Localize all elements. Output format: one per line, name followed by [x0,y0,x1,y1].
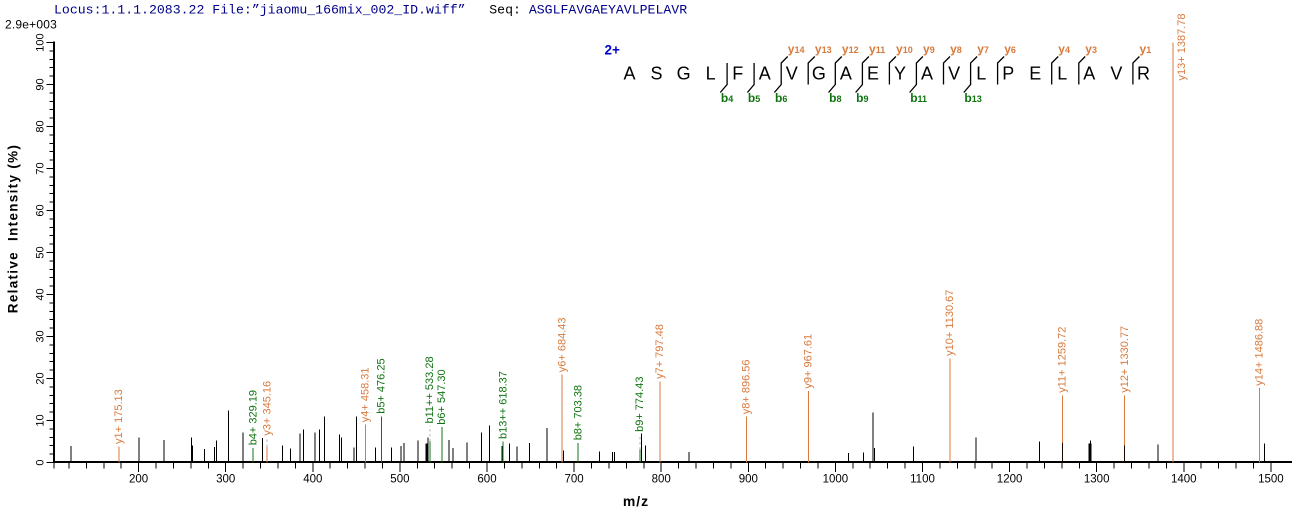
svg-text:A: A [759,64,771,84]
svg-text:y8+ 896.56: y8+ 896.56 [741,359,753,414]
svg-text:b9+ 774.43: b9+ 774.43 [634,377,646,432]
svg-text:b4: b4 [721,91,733,105]
svg-text:10: 10 [35,414,47,426]
svg-text:1100: 1100 [910,474,935,486]
svg-text:30: 30 [35,330,47,342]
svg-text:y13+ 1387.78: y13+ 1387.78 [1176,14,1188,81]
svg-text:E: E [867,64,879,84]
svg-text:b5+ 476.25: b5+ 476.25 [376,358,388,413]
svg-text:b9: b9 [856,91,868,105]
svg-text:y9: y9 [923,42,935,56]
svg-text:y1: y1 [1140,42,1152,56]
svg-text:S: S [650,64,662,84]
svg-text:y7: y7 [977,42,989,56]
svg-text:y12: y12 [842,42,859,56]
svg-text:R: R [1137,64,1150,84]
svg-text:Relative Intensity (%): Relative Intensity (%) [6,144,21,313]
svg-text:b13++ 618.37: b13++ 618.37 [497,371,509,439]
svg-text:b5: b5 [748,91,760,105]
svg-text:70: 70 [35,162,47,174]
svg-text:60: 60 [35,204,47,216]
svg-text:y6: y6 [1004,42,1016,56]
svg-text:b11: b11 [910,91,927,105]
svg-text:20: 20 [35,372,47,384]
svg-text:900: 900 [739,474,758,486]
svg-text:80: 80 [35,120,47,132]
svg-text:y10+ 1130.67: y10+ 1130.67 [944,290,956,356]
svg-text:b13: b13 [964,91,981,105]
svg-text:b6+ 547.30: b6+ 547.30 [436,369,448,424]
svg-text:b11++ 533.28: b11++ 533.28 [424,356,436,423]
svg-text:G: G [677,64,691,84]
svg-text:y1+ 175.13: y1+ 175.13 [113,389,125,444]
svg-text:200: 200 [129,474,148,486]
svg-text:E: E [1029,64,1041,84]
svg-text:40: 40 [35,288,47,300]
svg-text:2+: 2+ [605,43,621,58]
svg-text:L: L [706,64,716,84]
svg-text:600: 600 [477,474,496,486]
svg-text:V: V [948,64,960,84]
svg-text:F: F [732,64,743,84]
svg-text:2.9e+003: 2.9e+003 [5,18,57,32]
svg-text:0: 0 [35,459,47,465]
svg-text:L: L [1057,64,1067,84]
svg-text:700: 700 [565,474,584,486]
svg-text:y11: y11 [869,42,885,56]
svg-text:P: P [1002,64,1014,84]
svg-text:b6: b6 [775,91,787,105]
svg-text:A: A [921,64,933,84]
svg-text:V: V [1110,64,1122,84]
svg-text:90: 90 [35,78,47,90]
svg-text:y4: y4 [1058,42,1070,56]
svg-text:300: 300 [216,474,235,486]
svg-text:b4+ 329.19: b4+ 329.19 [247,390,259,445]
svg-text:y14+ 1486.88: y14+ 1486.88 [1254,319,1266,386]
svg-text:1500: 1500 [1258,474,1284,486]
svg-text:y6+ 684.43: y6+ 684.43 [556,317,568,372]
svg-text:b8+ 703.38: b8+ 703.38 [572,385,584,440]
svg-text:500: 500 [390,474,409,486]
svg-text:y8: y8 [950,42,962,56]
svg-text:A: A [1083,64,1095,84]
svg-text:800: 800 [652,474,671,486]
svg-text:1200: 1200 [997,474,1023,486]
svg-text:y3+ 345.16: y3+ 345.16 [261,381,273,436]
svg-text:m/z: m/z [623,493,649,509]
svg-text:y11+ 1259.72: y11+ 1259.72 [1057,327,1069,393]
svg-text:Locus:1.1.1.2083.22 File:”jiao: Locus:1.1.1.2083.22 File:”jiaomu_166mix_… [54,3,687,18]
svg-text:1000: 1000 [823,474,849,486]
svg-text:V: V [786,64,798,84]
svg-text:y12+ 1330.77: y12+ 1330.77 [1119,326,1131,393]
svg-text:b8: b8 [829,91,841,105]
svg-text:400: 400 [303,474,322,486]
svg-text:y7+ 797.48: y7+ 797.48 [654,324,666,379]
svg-text:y9+ 967.61: y9+ 967.61 [803,334,815,389]
svg-text:50: 50 [35,246,47,258]
svg-text:A: A [623,64,635,84]
svg-text:1400: 1400 [1171,474,1197,486]
svg-text:1300: 1300 [1084,474,1110,486]
svg-text:y4+ 458.31: y4+ 458.31 [360,367,372,422]
svg-text:A: A [840,64,852,84]
svg-text:100: 100 [35,33,47,51]
svg-text:Y: Y [894,64,906,84]
svg-text:L: L [976,64,986,84]
svg-text:y3: y3 [1085,42,1097,56]
svg-text:y13: y13 [815,42,832,56]
svg-text:y10: y10 [896,42,913,56]
svg-text:y14: y14 [788,42,805,56]
svg-text:G: G [812,64,826,84]
